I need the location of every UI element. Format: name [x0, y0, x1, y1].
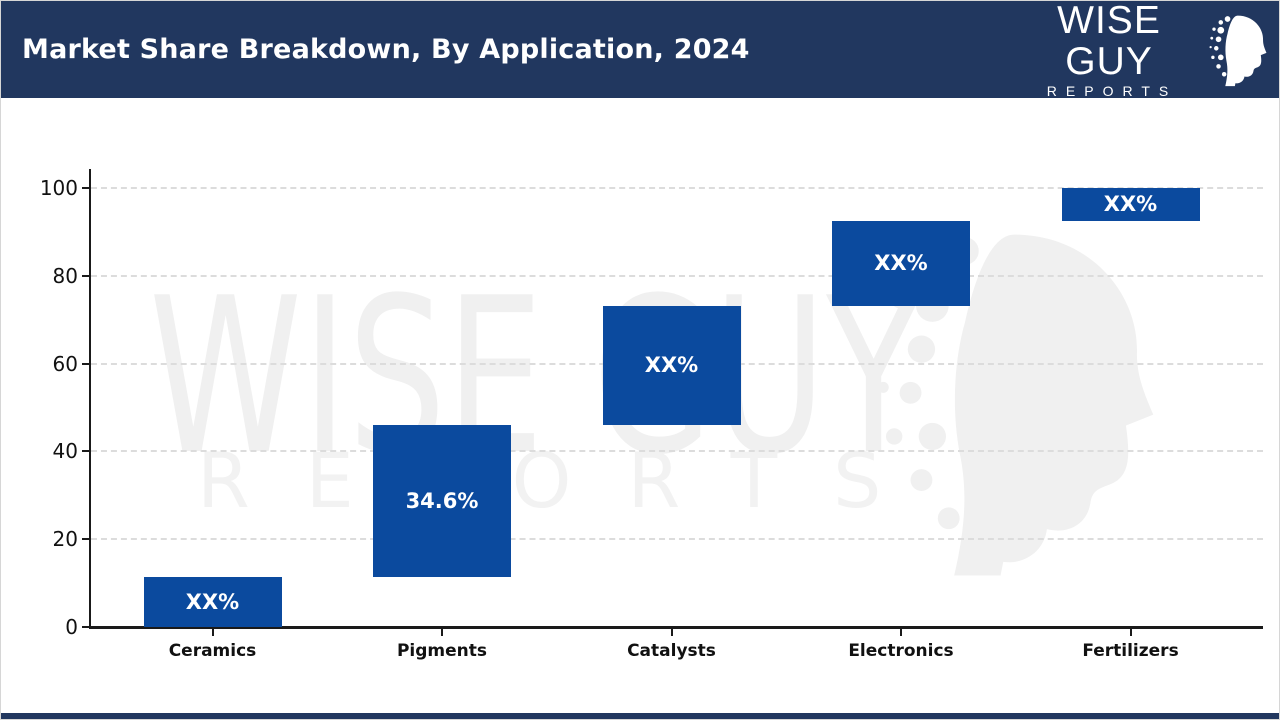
bar-label-electronics: XX% — [874, 251, 928, 276]
footer-band — [1, 713, 1279, 719]
y-tick-label-80: 80 — [52, 263, 78, 288]
gridline-20 — [91, 538, 1263, 541]
bar-label-fertilizers: XX% — [1103, 192, 1158, 217]
x-axis-line — [89, 626, 1263, 629]
y-tick-label-60: 60 — [52, 351, 78, 376]
bar-ceramics: XX% — [143, 576, 282, 627]
x-tick-label-catalysts: Catalysts — [627, 641, 716, 661]
bar-label-catalysts: XX% — [644, 353, 699, 378]
watermark-name-text: WISE GUY — [149, 251, 921, 502]
header-band: Market Share Breakdown, By Application, … — [1, 1, 1279, 99]
y-tick-label-100: 100 — [39, 176, 78, 200]
logo-sub-text: REPORTS — [1046, 83, 1178, 100]
gridline-100 — [91, 187, 1263, 189]
watermark-sub-text: REPORTS — [197, 436, 938, 525]
bar-fertilizers: XX% — [1061, 188, 1200, 221]
x-tick-label-ceramics: Ceramics — [168, 641, 257, 661]
x-tick-label-pigments: Pigments — [396, 641, 488, 661]
x-tick-electronics — [900, 629, 902, 636]
wise-guy-logo: WISE GUY REPORTS — [1017, 1, 1267, 99]
gridline-80 — [91, 274, 1263, 277]
dotted-head-profile-icon — [1209, 15, 1267, 87]
y-tick-label-20: 20 — [52, 527, 78, 552]
y-tick-0 — [82, 626, 91, 628]
x-tick-label-fertilizers: Fertilizers — [1082, 641, 1179, 661]
chart-title: Market Share Breakdown, By Application, … — [22, 34, 750, 65]
y-tick-40 — [82, 450, 91, 453]
y-axis-line — [89, 169, 91, 629]
y-tick-label-0: 0 — [65, 615, 78, 639]
x-tick-pigments — [441, 629, 443, 636]
y-tick-80 — [82, 274, 91, 277]
bar-electronics: XX% — [832, 220, 970, 306]
logo-name-text: WISE GUY — [1057, 0, 1161, 83]
gridline-40 — [91, 450, 1263, 453]
logo-text: WISE GUY REPORTS — [1017, 0, 1201, 100]
y-tick-100 — [82, 187, 91, 189]
bar-label-ceramics: XX% — [185, 589, 240, 614]
bar-pigments: 34.6% — [373, 424, 511, 577]
bar-catalysts: XX% — [602, 305, 741, 425]
x-tick-label-electronics: Electronics — [848, 641, 954, 661]
y-tick-label-40: 40 — [52, 439, 78, 464]
bar-label-pigments: 34.6% — [405, 488, 479, 513]
x-tick-fertilizers — [1129, 629, 1132, 636]
y-tick-60 — [82, 362, 91, 365]
x-tick-ceramics — [211, 629, 214, 636]
y-tick-20 — [82, 538, 91, 541]
x-tick-catalysts — [670, 629, 673, 636]
